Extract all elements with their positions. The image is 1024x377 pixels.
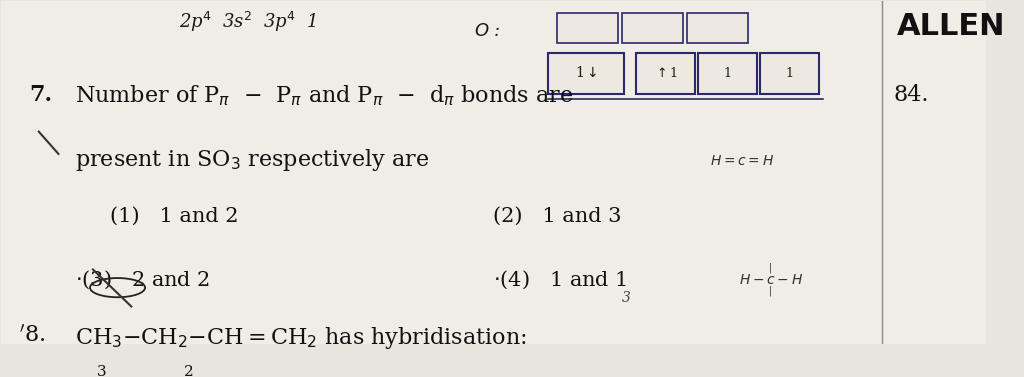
Bar — [760, 53, 819, 94]
Text: 7.: 7. — [29, 84, 52, 106]
Bar — [687, 14, 749, 43]
Bar — [636, 53, 695, 94]
Text: $H = c = H$: $H = c = H$ — [710, 154, 774, 168]
Text: 84.: 84. — [893, 84, 929, 106]
Bar — [623, 14, 683, 43]
Text: 1: 1 — [724, 67, 732, 80]
Bar — [698, 53, 757, 94]
Bar — [557, 14, 618, 43]
Text: 1$\downarrow$: 1$\downarrow$ — [574, 66, 597, 80]
Text: $\cdot$(3)   2 and 2: $\cdot$(3) 2 and 2 — [75, 269, 210, 291]
Text: (1)   1 and 2: (1) 1 and 2 — [110, 207, 239, 226]
Text: 2: 2 — [183, 365, 194, 377]
Bar — [548, 53, 625, 94]
Text: present in SO$_3$ respectively are: present in SO$_3$ respectively are — [75, 147, 429, 173]
Text: (2)   1 and 3: (2) 1 and 3 — [494, 207, 622, 226]
Text: 1: 1 — [785, 67, 794, 80]
Text: $\uparrow$1: $\uparrow$1 — [654, 66, 678, 80]
Text: $\cdot$(4)   1 and 1: $\cdot$(4) 1 and 1 — [494, 269, 628, 291]
Text: 2p$^4$  3s$^2$  3p$^4$  1: 2p$^4$ 3s$^2$ 3p$^4$ 1 — [178, 10, 315, 34]
Text: $O$ :: $O$ : — [474, 22, 501, 40]
Text: Number of P$_\pi$  $-$  P$_\pi$ and P$_\pi$  $-$  d$_\pi$ bonds are: Number of P$_\pi$ $-$ P$_\pi$ and P$_\pi… — [75, 84, 573, 108]
Text: 3: 3 — [97, 365, 106, 377]
Text: CH$_3$$-$CH$_2$$-$CH$=$CH$_2$ has hybridisation:: CH$_3$$-$CH$_2$$-$CH$=$CH$_2$ has hybrid… — [75, 325, 526, 351]
Text: 3: 3 — [622, 291, 631, 305]
Text: ALLEN: ALLEN — [897, 12, 1006, 41]
Text: $'$8.: $'$8. — [19, 325, 45, 347]
Text: $H-\overset{|}{\underset{|}{c}}-H$: $H-\overset{|}{\underset{|}{c}}-H$ — [739, 262, 804, 300]
